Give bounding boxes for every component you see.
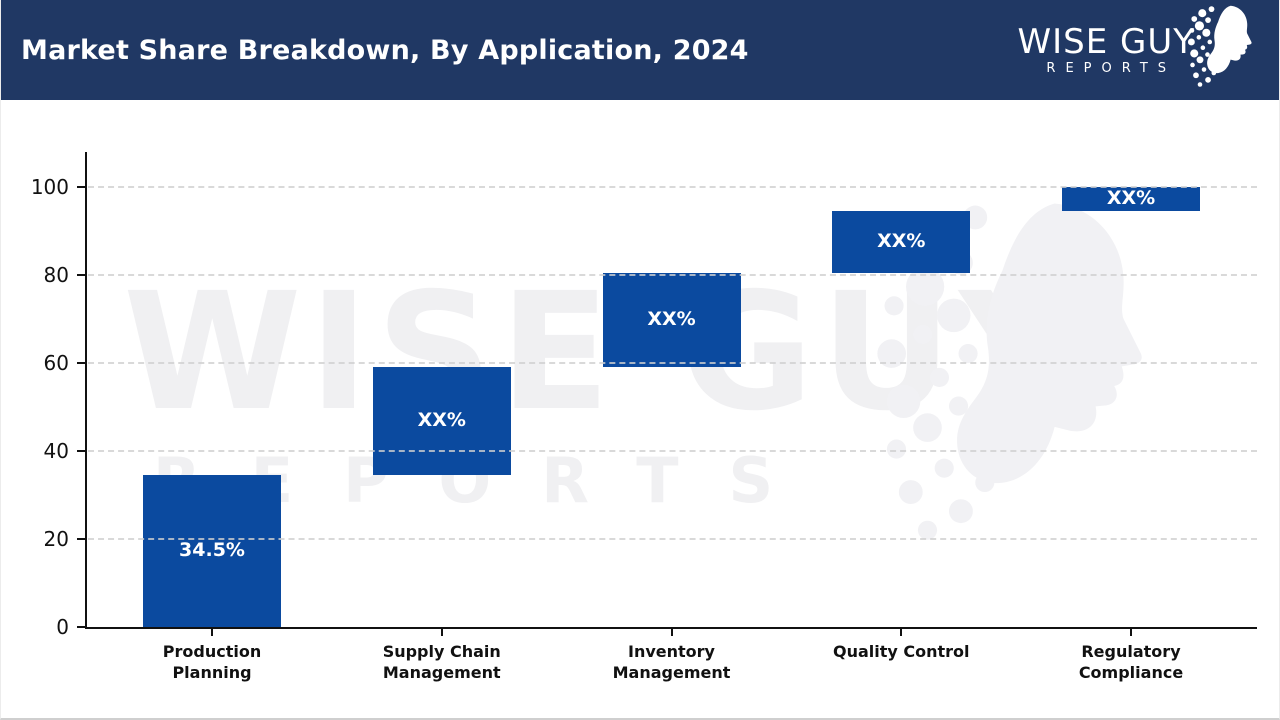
y-tick-mark xyxy=(77,538,85,540)
y-tick-mark xyxy=(77,362,85,364)
x-axis-line xyxy=(85,627,1257,629)
gridline xyxy=(88,362,1257,364)
x-tick-mark xyxy=(211,629,213,636)
header: Market Share Breakdown, By Application, … xyxy=(1,0,1279,100)
logo-wordmark-line1: WISE GUY xyxy=(1017,22,1195,62)
y-tick-mark xyxy=(77,274,85,276)
bar xyxy=(602,272,741,368)
x-tick-mark xyxy=(440,629,443,636)
y-tick-label: 100 xyxy=(30,175,69,199)
y-tick-mark xyxy=(77,450,85,452)
bar-value-label: XX% xyxy=(1106,187,1156,210)
x-axis-category-label: Quality Control xyxy=(832,642,970,661)
bar xyxy=(372,367,511,476)
bar xyxy=(832,211,971,273)
gridline xyxy=(88,538,1257,540)
logo-face-icon xyxy=(1187,5,1252,87)
logo-wordmark-line2: REPORTS xyxy=(1046,61,1177,76)
plot-area: 0 20 40 60 80 100 34.5% Production Planning XX% S… xyxy=(1,100,1279,718)
bar-value-label: 34.5% xyxy=(179,539,245,562)
bar xyxy=(1062,187,1200,212)
bar xyxy=(143,475,281,627)
y-tick-mark xyxy=(77,186,85,188)
x-axis-category-label: Regulatory Compliance xyxy=(1078,642,1184,682)
y-tick-label: 0 xyxy=(56,615,69,639)
logo-wordmark: WISE GUY REPORTS xyxy=(1017,24,1195,76)
page-title: Market Share Breakdown, By Application, … xyxy=(21,34,749,66)
x-axis-category-label: Supply Chain Management xyxy=(382,642,501,682)
x-tick-mark xyxy=(670,629,673,636)
gridline xyxy=(88,274,1257,276)
bar-value-label: XX% xyxy=(877,230,926,252)
bar-value-label: XX% xyxy=(647,308,696,331)
bar-value-label: XX% xyxy=(417,409,466,432)
x-tick-mark xyxy=(1130,629,1132,636)
gridline xyxy=(88,450,1257,452)
y-tick-label: 60 xyxy=(43,351,69,375)
y-tick-mark xyxy=(77,626,85,628)
x-axis-category-label: Inventory Management xyxy=(612,642,731,682)
watermark-face-icon xyxy=(877,203,1142,540)
x-axis-category-label: Production Planning xyxy=(162,642,262,682)
x-tick-mark xyxy=(900,629,903,636)
y-axis-line xyxy=(85,152,87,629)
y-tick-label: 40 xyxy=(43,439,69,463)
y-tick-label: 20 xyxy=(43,527,69,551)
brand-logo: WISE GUY REPORTS xyxy=(1017,4,1267,96)
y-tick-label: 80 xyxy=(43,263,69,287)
gridline xyxy=(88,186,1257,188)
